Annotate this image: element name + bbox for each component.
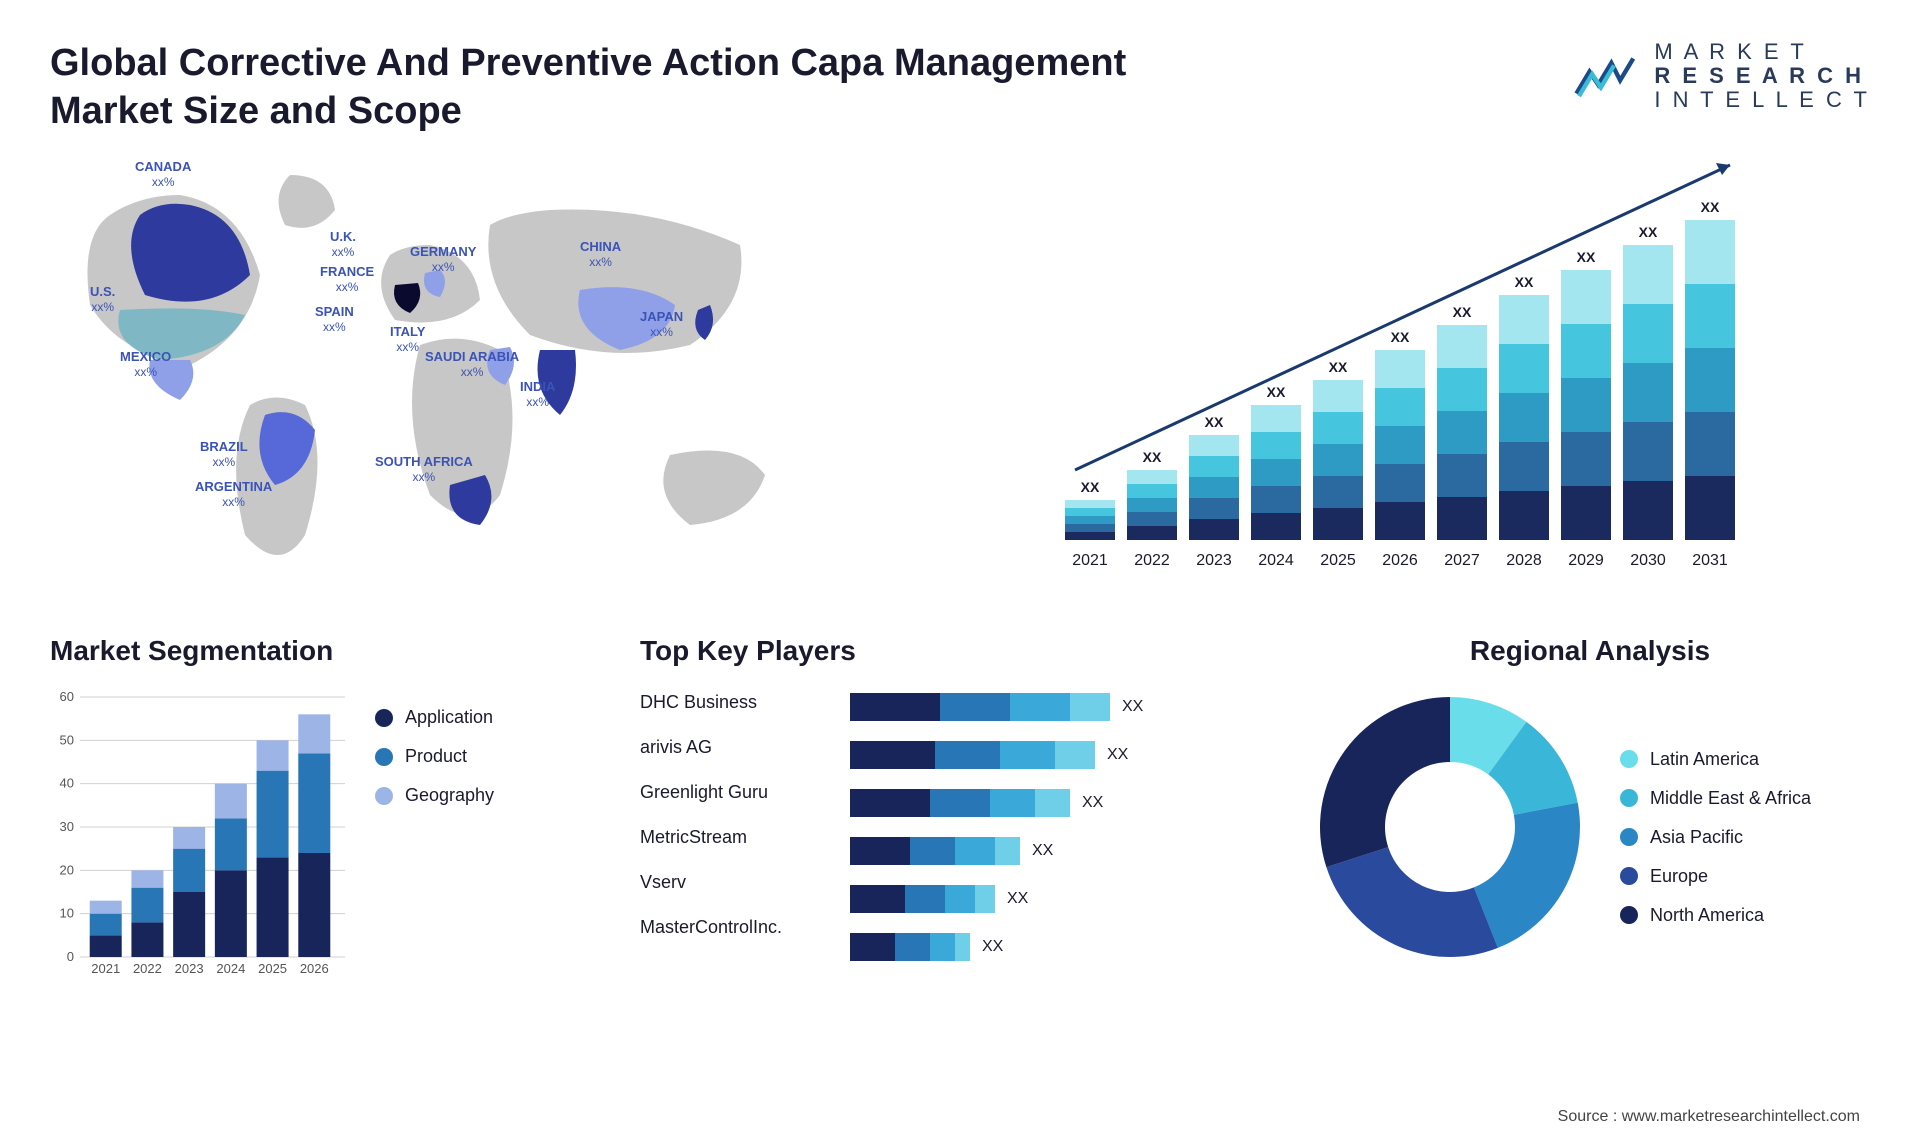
logo-line2: R E S E A R C H bbox=[1654, 63, 1864, 88]
svg-text:XX: XX bbox=[1329, 359, 1348, 375]
svg-text:20: 20 bbox=[60, 862, 74, 877]
svg-text:XX: XX bbox=[1453, 304, 1472, 320]
world-map: CANADAxx% U.S.xx% MEXICOxx% BRAZILxx% ARGENT… bbox=[50, 155, 920, 595]
svg-text:2025: 2025 bbox=[258, 961, 287, 976]
brand-logo: M A R K E T R E S E A R C H I N T E L L … bbox=[1572, 40, 1870, 113]
svg-text:XX: XX bbox=[1639, 224, 1658, 240]
player-labels: DHC Business arivis AG Greenlight Guru Metr… bbox=[640, 687, 830, 962]
svg-text:XX: XX bbox=[1267, 384, 1286, 400]
segmentation-legend: Application Product Geography bbox=[375, 687, 494, 987]
logo-line1: M A R K E T bbox=[1654, 40, 1870, 64]
svg-text:2029: 2029 bbox=[1568, 552, 1604, 569]
svg-text:2031: 2031 bbox=[1692, 552, 1728, 569]
svg-text:XX: XX bbox=[1577, 249, 1596, 265]
regional-legend: Latin America Middle East & Africa Asia Pa… bbox=[1620, 729, 1811, 926]
segmentation-chart: 0 10 20 30 40 50 60 2021 2022 2023 2024 2025 2026 bbox=[50, 687, 350, 987]
logo-mark-icon bbox=[1572, 51, 1642, 101]
segmentation-title: Market Segmentation bbox=[50, 635, 610, 667]
map-label-germany: GERMANYxx% bbox=[410, 245, 476, 275]
page-title: Global Corrective And Preventive Action … bbox=[50, 40, 1150, 135]
map-label-italy: ITALYxx% bbox=[390, 325, 425, 355]
svg-text:XX: XX bbox=[1081, 479, 1100, 495]
svg-text:2022: 2022 bbox=[133, 961, 162, 976]
svg-text:2025: 2025 bbox=[1320, 552, 1356, 569]
source-attribution: Source : www.marketresearchintellect.com bbox=[1558, 1108, 1860, 1126]
svg-text:XX: XX bbox=[1391, 329, 1410, 345]
svg-text:2026: 2026 bbox=[300, 961, 329, 976]
legend-item: Application bbox=[375, 707, 494, 728]
player-name: Greenlight Guru bbox=[640, 782, 830, 803]
players-title: Top Key Players bbox=[640, 635, 1280, 667]
map-label-mexico: MEXICOxx% bbox=[120, 350, 171, 380]
legend-item: Middle East & Africa bbox=[1620, 788, 1811, 809]
svg-text:2021: 2021 bbox=[91, 961, 120, 976]
svg-text:2030: 2030 bbox=[1630, 552, 1666, 569]
map-label-japan: JAPANxx% bbox=[640, 310, 683, 340]
map-label-india: INDIAxx% bbox=[520, 380, 555, 410]
map-label-south-africa: SOUTH AFRICAxx% bbox=[375, 455, 473, 485]
player-bar-row: XX bbox=[850, 740, 1280, 770]
player-bar-row: XX bbox=[850, 788, 1280, 818]
svg-text:2026: 2026 bbox=[1382, 552, 1418, 569]
player-bar-row: XX bbox=[850, 932, 1280, 962]
svg-text:2022: 2022 bbox=[1134, 552, 1170, 569]
svg-text:50: 50 bbox=[60, 732, 74, 747]
logo-line3: I N T E L L E C T bbox=[1654, 88, 1870, 112]
map-label-u-k-: U.K.xx% bbox=[330, 230, 356, 260]
legend-item: Europe bbox=[1620, 866, 1811, 887]
svg-text:XX: XX bbox=[1515, 274, 1534, 290]
regional-title: Regional Analysis bbox=[1310, 635, 1870, 667]
map-label-u-s-: U.S.xx% bbox=[90, 285, 115, 315]
map-label-france: FRANCExx% bbox=[320, 265, 374, 295]
svg-text:XX: XX bbox=[1701, 199, 1720, 215]
svg-text:10: 10 bbox=[60, 906, 74, 921]
svg-text:2027: 2027 bbox=[1444, 552, 1480, 569]
svg-text:30: 30 bbox=[60, 819, 74, 834]
legend-item: North America bbox=[1620, 905, 1811, 926]
map-label-brazil: BRAZILxx% bbox=[200, 440, 248, 470]
player-name: Vserv bbox=[640, 872, 830, 893]
map-label-saudi-arabia: SAUDI ARABIAxx% bbox=[425, 350, 519, 380]
svg-text:2024: 2024 bbox=[216, 961, 245, 976]
svg-text:2023: 2023 bbox=[1196, 552, 1232, 569]
regional-donut-chart bbox=[1310, 687, 1590, 967]
map-label-argentina: ARGENTINAxx% bbox=[195, 480, 272, 510]
svg-text:40: 40 bbox=[60, 776, 74, 791]
map-label-china: CHINAxx% bbox=[580, 240, 621, 270]
map-label-spain: SPAINxx% bbox=[315, 305, 354, 335]
svg-text:2023: 2023 bbox=[175, 961, 204, 976]
player-name: MasterControlInc. bbox=[640, 917, 830, 938]
legend-item: Latin America bbox=[1620, 749, 1811, 770]
svg-text:XX: XX bbox=[1205, 414, 1224, 430]
player-name: DHC Business bbox=[640, 692, 830, 713]
map-label-canada: CANADAxx% bbox=[135, 160, 191, 190]
growth-bar-chart: XX 2021 XX 2022 XX 2023 XX 2024 XX 2025 XX 2026 XX 20… bbox=[960, 155, 1870, 595]
svg-text:60: 60 bbox=[60, 689, 74, 704]
svg-text:2024: 2024 bbox=[1258, 552, 1294, 569]
svg-text:0: 0 bbox=[67, 949, 74, 964]
player-name: MetricStream bbox=[640, 827, 830, 848]
svg-text:2028: 2028 bbox=[1506, 552, 1542, 569]
legend-item: Asia Pacific bbox=[1620, 827, 1811, 848]
player-bar-row: XX bbox=[850, 836, 1280, 866]
player-name: arivis AG bbox=[640, 737, 830, 758]
svg-text:2021: 2021 bbox=[1072, 552, 1108, 569]
player-bars-chart: XX XX XX XX XX XX bbox=[850, 687, 1280, 962]
player-bar-row: XX bbox=[850, 884, 1280, 914]
player-bar-row: XX bbox=[850, 692, 1280, 722]
svg-text:XX: XX bbox=[1143, 449, 1162, 465]
legend-item: Product bbox=[375, 746, 494, 767]
legend-item: Geography bbox=[375, 785, 494, 806]
